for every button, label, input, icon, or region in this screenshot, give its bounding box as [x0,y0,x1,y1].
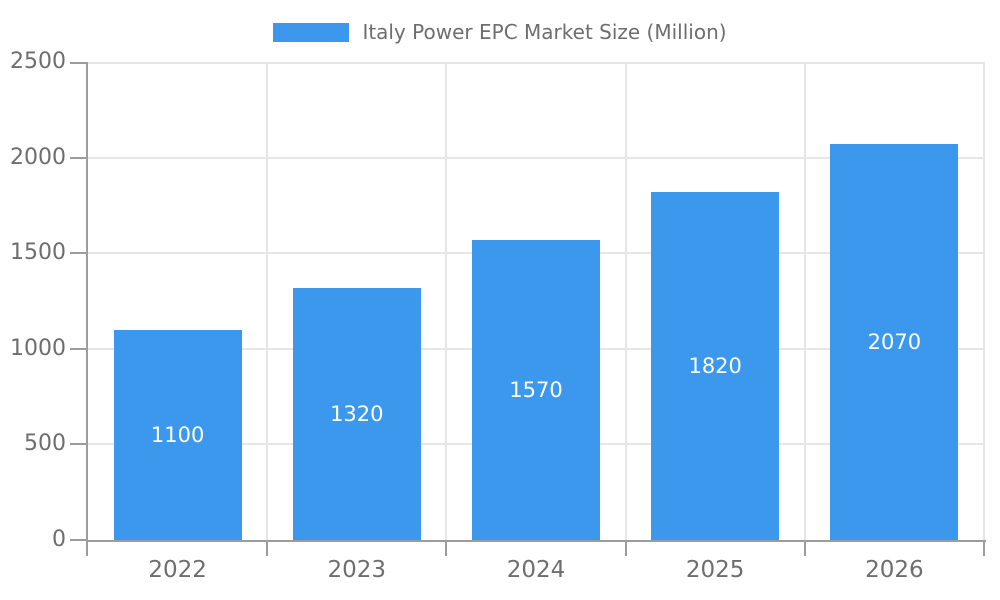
bar-2025[interactable]: 1820 [651,192,780,540]
x-axis-label: 2024 [506,557,566,583]
bar-2023[interactable]: 1320 [292,287,421,540]
bar-2022[interactable]: 1100 [113,329,242,540]
bar-value-label: 1100 [150,422,205,447]
legend[interactable]: Italy Power EPC Market Size (Million) [0,20,1000,44]
y-axis-tick [70,252,86,255]
y-axis-label: 0 [52,527,66,552]
vertical-gridline [445,62,448,540]
x-axis-line [86,540,986,542]
legend-label: Italy Power EPC Market Size (Million) [362,20,727,44]
y-axis-label: 2000 [10,144,66,170]
y-axis-label: 1000 [10,335,66,361]
y-axis-label: 500 [24,431,66,457]
vertical-gridline [266,62,269,540]
y-axis-label: 2500 [10,49,66,74]
plot-area: 0 500 1000 1500 2000 2500 1100 1320 1570 1820 2070… [10,49,986,583]
horizontal-gridline [88,62,984,64]
bar-value-label: 1820 [688,354,742,378]
bar-value-label: 1320 [330,401,384,426]
legend-swatch-icon [273,22,350,42]
vertical-gridline [624,62,627,540]
x-axis-tick [445,540,448,556]
vertical-gridline [983,62,985,540]
bar-2026[interactable]: 2070 [830,144,959,540]
bar-2024[interactable]: 1570 [472,239,600,540]
y-axis-line [86,62,88,556]
x-axis-tick [624,540,627,556]
y-axis-tick [70,539,86,541]
x-axis-tick [266,540,269,556]
y-axis-tick [70,62,86,64]
y-axis-label: 1500 [10,240,66,266]
y-axis-tick [70,443,86,446]
x-axis-label: 2026 [865,557,924,583]
y-axis-tick [70,156,86,159]
x-axis-label: 2023 [327,557,387,583]
x-axis-tick [983,540,985,556]
x-axis-label: 2022 [148,557,207,583]
horizontal-gridline [88,156,984,159]
y-axis-tick [70,347,86,350]
bar-value-label: 2070 [867,330,922,355]
x-axis-tick [803,540,806,556]
x-axis-label: 2025 [685,557,745,583]
bar-value-label: 1570 [509,377,563,402]
vertical-gridline [803,62,806,540]
